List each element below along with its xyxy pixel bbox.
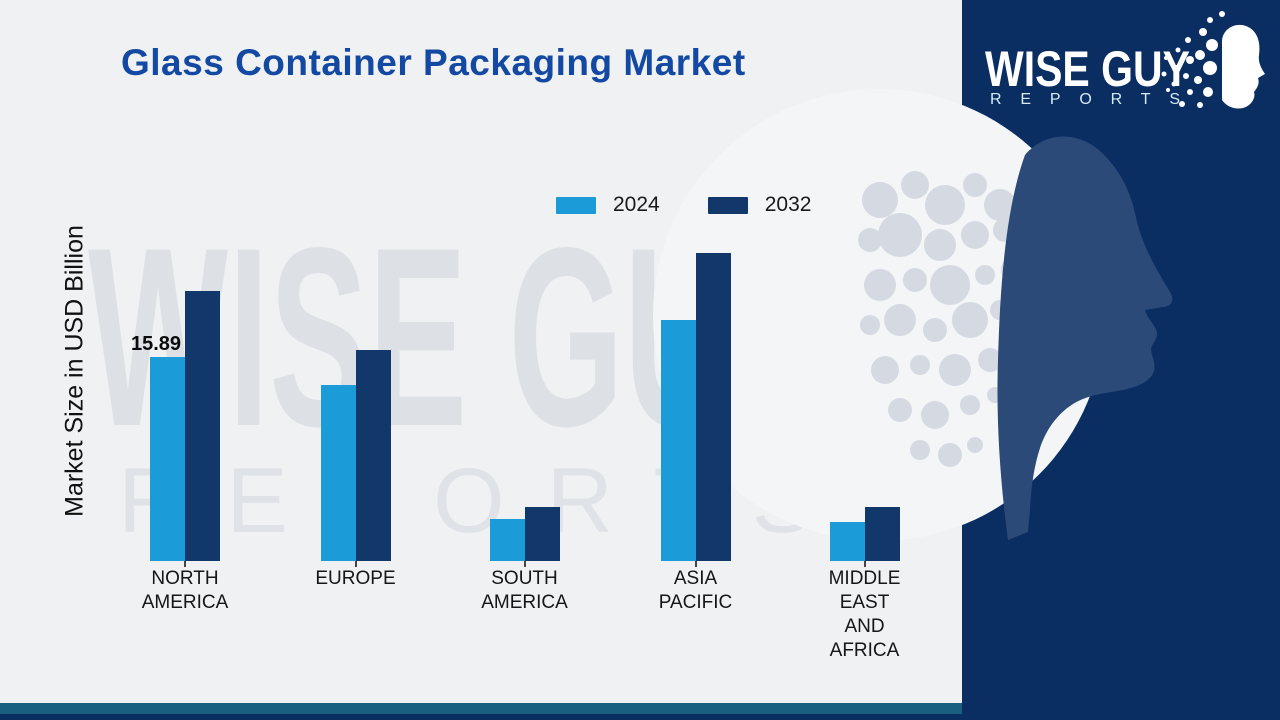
bar-2032-south-america — [524, 507, 560, 561]
watermark-line2: REPORTS — [118, 450, 813, 552]
bar-2032-north-america — [185, 291, 220, 561]
x-axis-tick — [354, 561, 357, 567]
legend-item-2024: 2024 — [556, 193, 660, 217]
category-label-north-america: NORTH AMERICA — [141, 568, 229, 613]
category-label-europe: EUROPE — [315, 568, 396, 589]
bar-value-label: 15.89 — [131, 333, 182, 355]
category-label-asia-pacific: ASIA PACIFIC — [658, 568, 733, 613]
bar-2024-south-america — [489, 518, 525, 561]
y-axis-label: Market Size in USD Billion — [60, 225, 89, 517]
footer-navy-strip — [0, 714, 1280, 720]
footer-teal-bar — [0, 703, 962, 714]
category-label-middle-east-and-africa: MIDDLE EAST AND AFRICA — [828, 568, 901, 661]
background-circle — [653, 89, 1105, 541]
bar-2032-europe — [355, 350, 391, 561]
legend-label-2024: 2024 — [613, 193, 660, 216]
chart-title: Glass Container Packaging Market — [121, 42, 746, 83]
bar-2024-europe — [320, 385, 356, 561]
category-label-south-america: SOUTH AMERICA — [481, 568, 568, 613]
x-axis-tick — [184, 561, 186, 567]
x-axis-tick — [694, 561, 697, 567]
legend-swatch-2024 — [556, 196, 596, 214]
x-axis-tick — [523, 561, 526, 567]
bar-2024-north-america — [150, 357, 185, 561]
x-axis-tick — [863, 561, 866, 567]
